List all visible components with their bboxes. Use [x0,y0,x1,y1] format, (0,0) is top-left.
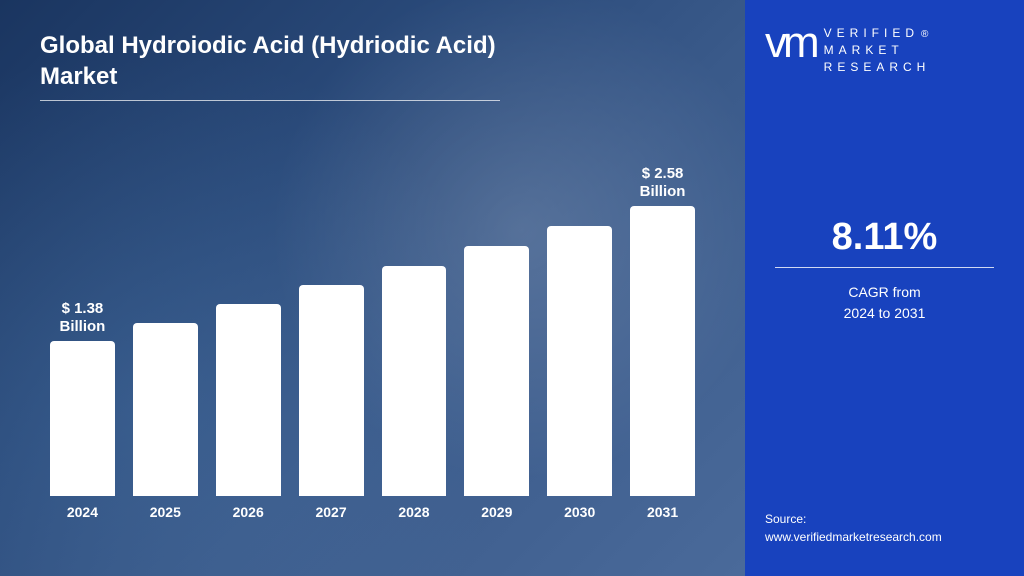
bar-wrap [133,323,198,496]
chart-area: $ 1.38Billion$ 2.58Billion 2024202520262… [50,136,695,536]
side-info-panel: vm VERIFIED® MARKET RESEARCH 8.11% CAGR … [745,0,1024,576]
x-label: 2026 [216,504,281,520]
bar [464,246,529,496]
bar-wrap [216,304,281,496]
logo-line3: RESEARCH [824,60,931,74]
brand-logo: vm VERIFIED® MARKET RESEARCH [765,25,1004,76]
bar-wrap [464,246,529,496]
x-label: 2025 [133,504,198,520]
x-label: 2028 [382,504,447,520]
logo-line2: MARKET [824,43,904,57]
source-url: www.verifiedmarketresearch.com [765,530,942,544]
bar-wrap: $ 1.38Billion [50,341,115,496]
cagr-caption: CAGR from 2024 to 2031 [765,282,1004,324]
chart-title: Global Hydroiodic Acid (Hydriodic Acid) … [40,30,500,92]
bar [133,323,198,496]
x-label: 2027 [299,504,364,520]
registered-icon: ® [921,29,933,40]
cagr-caption-line2: 2024 to 2031 [844,305,926,321]
bar [50,341,115,496]
x-axis-labels: 2024 2025 2026 2027 2028 2029 2030 2031 [50,504,695,520]
source-block: Source: www.verifiedmarketresearch.com [765,510,1004,546]
cagr-underline [775,267,994,268]
bar [630,206,695,496]
bar-value-label: $ 2.58Billion [640,165,686,201]
x-label: 2024 [50,504,115,520]
cagr-block: 8.11% CAGR from 2024 to 2031 [765,216,1004,324]
x-label: 2031 [630,504,695,520]
bar-value-label: $ 1.38Billion [60,300,106,336]
bar [547,226,612,496]
cagr-caption-line1: CAGR from [848,284,920,300]
bar-wrap [547,226,612,496]
title-underline [40,100,500,101]
main-chart-panel: Global Hydroiodic Acid (Hydriodic Acid) … [0,0,745,576]
bars-container: $ 1.38Billion $ 2.58Billion [50,136,695,496]
x-label: 2030 [547,504,612,520]
x-label: 2029 [464,504,529,520]
cagr-value: 8.11% [765,216,1004,259]
logo-line1: VERIFIED [824,26,919,40]
bar [299,285,364,496]
logo-mark-icon: vm [765,25,816,60]
source-label: Source: [765,512,806,526]
logo-text: VERIFIED® MARKET RESEARCH [824,25,934,76]
bar [382,266,447,496]
bar-wrap: $ 2.58Billion [630,206,695,496]
bar-wrap [299,285,364,496]
bar [216,304,281,496]
bar-wrap [382,266,447,496]
